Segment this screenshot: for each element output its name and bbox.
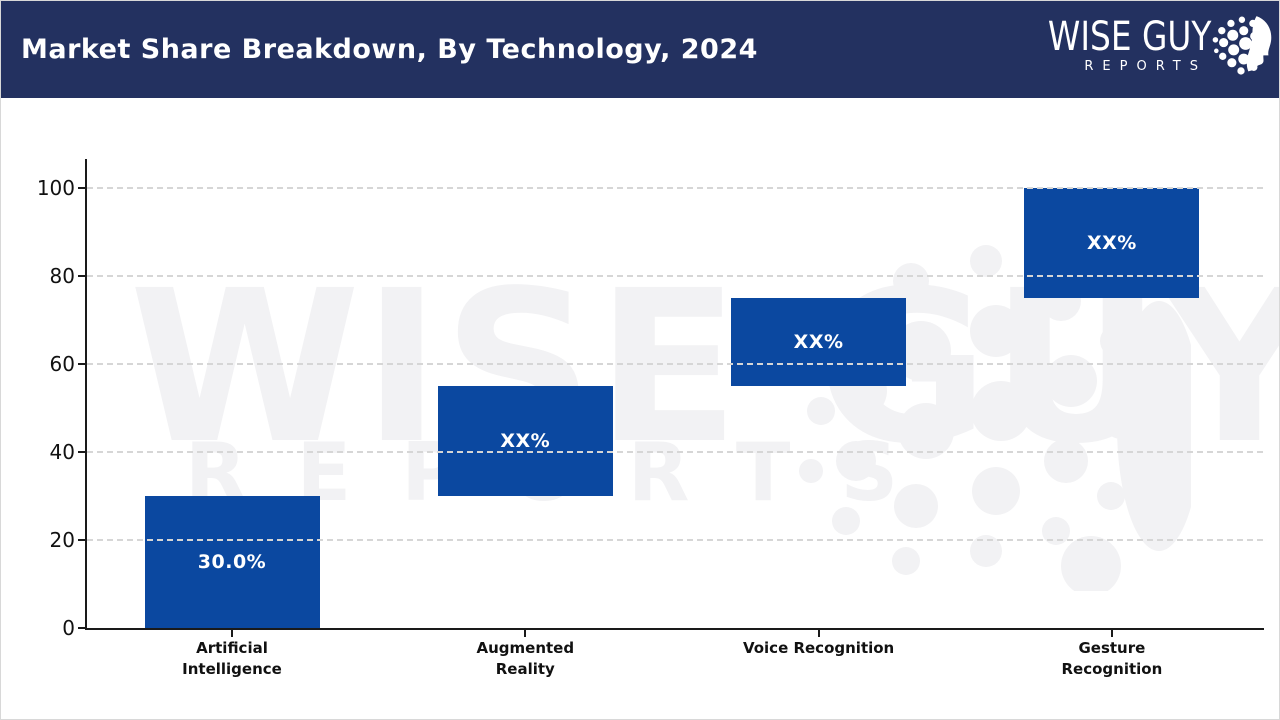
wise-guy-logo: WISE GUY REPORTS bbox=[1008, 9, 1273, 91]
logo-face-icon bbox=[1212, 16, 1272, 75]
y-axis-tick-label: 60 bbox=[49, 352, 75, 376]
x-axis-tickmark bbox=[231, 630, 233, 637]
y-axis-tickmark bbox=[78, 187, 86, 189]
bar-value-label: XX% bbox=[500, 430, 551, 452]
category-label-line: Recognition bbox=[1061, 660, 1163, 678]
y-axis-tick-label: 40 bbox=[49, 440, 75, 464]
bar-value-label: 30.0% bbox=[197, 551, 267, 573]
y-axis-tickmark bbox=[78, 451, 86, 453]
header-bar: Market Share Breakdown, By Technology, 2… bbox=[1, 1, 1279, 98]
x-axis-tickmark bbox=[524, 630, 527, 637]
x-axis-spine bbox=[85, 628, 1264, 630]
y-axis-tick-label: 100 bbox=[36, 176, 75, 200]
x-axis-tickmark bbox=[1110, 630, 1113, 637]
bar-value-label: XX% bbox=[1086, 232, 1137, 254]
y-axis-tickmark bbox=[78, 627, 86, 629]
category-label-line: Gesture bbox=[1078, 639, 1146, 657]
category-label-line: Augmented Reality bbox=[476, 639, 575, 678]
y-axis-spine bbox=[85, 159, 87, 630]
category-label-line: Artificial bbox=[196, 639, 268, 657]
y-axis-tickmark bbox=[78, 275, 86, 277]
x-axis-category-label: Gesture Recognition bbox=[1033, 638, 1191, 680]
chart-plot-area: 0 20 40 60 80 100 30.0% Artificial Intelligence X… bbox=[1, 98, 1279, 719]
category-label-line: Voice Recognition bbox=[742, 639, 895, 657]
x-axis-category-label: Artificial Intelligence bbox=[153, 638, 311, 680]
y-axis-tick-label: 80 bbox=[49, 264, 75, 288]
y-axis-tickmark bbox=[78, 539, 86, 541]
bar-value-label: XX% bbox=[793, 331, 844, 353]
page-title: Market Share Breakdown, By Technology, 2… bbox=[21, 34, 758, 65]
bar-artificial-intelligence: 30.0% bbox=[144, 496, 320, 628]
x-axis-category-label: Voice Recognition bbox=[740, 638, 898, 659]
x-axis-tickmark bbox=[817, 630, 820, 637]
logo-reports-text: REPORTS bbox=[1084, 59, 1207, 74]
x-axis-category-label: Augmented Reality bbox=[446, 638, 604, 680]
category-label-line: Intelligence bbox=[182, 660, 282, 678]
y-axis-tick-label: 0 bbox=[62, 616, 75, 640]
y-axis-tickmark bbox=[78, 363, 86, 365]
gridline-40 bbox=[87, 451, 1263, 453]
bar-augmented-reality: XX% bbox=[437, 386, 613, 496]
logo-wiseguy-text: WISE GUY bbox=[1047, 14, 1211, 60]
bar-voice-recognition: XX% bbox=[731, 298, 907, 386]
bar-gesture-recognition: XX% bbox=[1024, 188, 1200, 298]
y-axis-tick-label: 20 bbox=[49, 528, 75, 552]
gridline-60 bbox=[87, 363, 1263, 365]
